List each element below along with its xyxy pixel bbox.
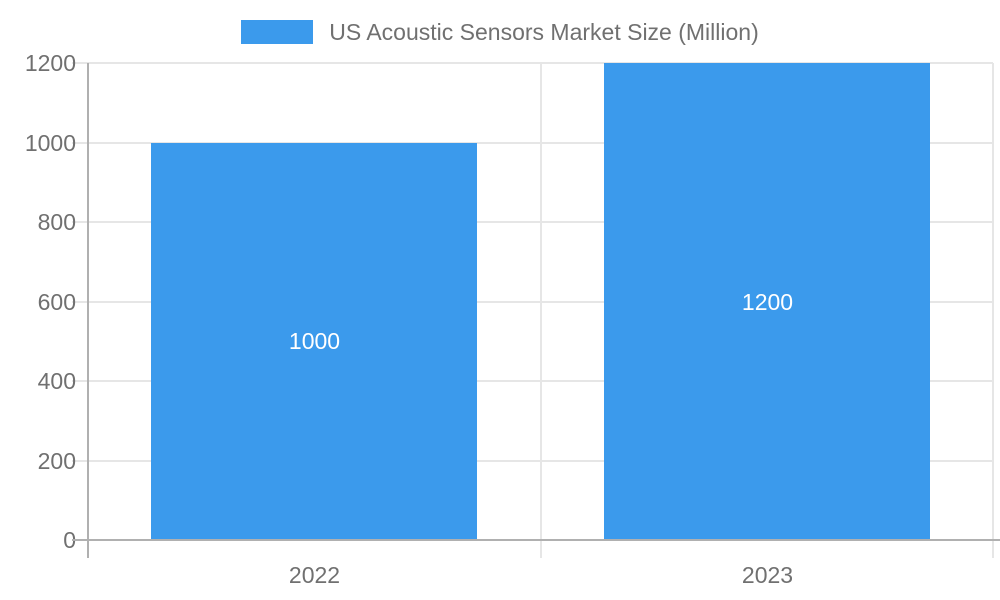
y-gridline <box>72 142 993 144</box>
y-gridline <box>72 221 993 223</box>
y-tick-label: 400 <box>37 368 76 394</box>
plot-right-border <box>992 63 994 558</box>
y-tick-label: 1200 <box>24 50 76 76</box>
y-tick-label: 0 <box>63 527 76 553</box>
y-tick-label: 800 <box>37 209 76 235</box>
legend-label: US Acoustic Sensors Market Size (Million… <box>329 18 759 45</box>
category-separator <box>540 63 542 558</box>
y-gridline <box>72 62 993 64</box>
x-tick-label: 2023 <box>741 562 794 588</box>
bar-value-label: 1000 <box>288 328 341 354</box>
bar[interactable] <box>151 143 477 541</box>
y-gridline <box>72 460 993 462</box>
y-gridline <box>72 301 993 303</box>
bar-value-label: 1200 <box>741 289 794 315</box>
y-axis-line <box>87 63 89 558</box>
legend-swatch <box>241 20 314 44</box>
y-tick-label: 600 <box>37 289 76 315</box>
y-tick-label: 1000 <box>24 130 76 156</box>
y-tick-label: 200 <box>37 448 76 474</box>
y-gridline <box>72 380 993 382</box>
bar[interactable] <box>604 63 930 540</box>
x-tick-label: 2022 <box>288 562 341 588</box>
legend[interactable]: US Acoustic Sensors Market Size (Million… <box>0 18 1000 46</box>
x-axis-line <box>72 539 1000 541</box>
